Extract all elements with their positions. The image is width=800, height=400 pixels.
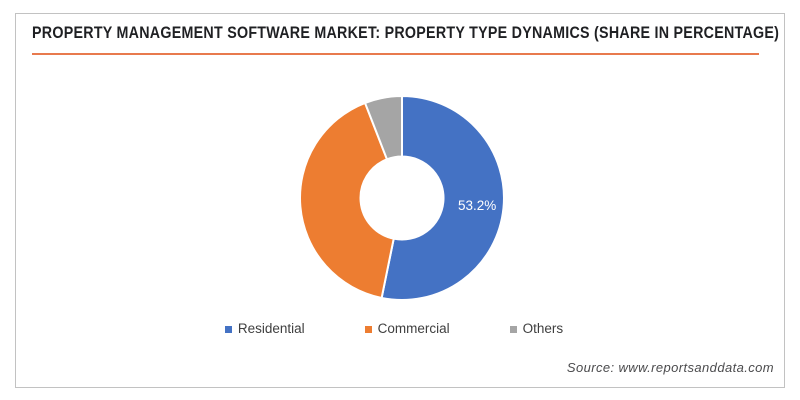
donut-slice-others (364, 95, 403, 161)
data-label-residential: 53.2% (458, 198, 496, 213)
legend-label-others: Others (522, 321, 564, 336)
donut-slice-residential (380, 95, 505, 301)
legend-label-commercial: Commercial (377, 321, 450, 336)
chart-title: PROPERTY MANAGEMENT SOFTWARE MARKET: PRO… (32, 23, 780, 42)
legend-swatch (224, 325, 232, 333)
legend-swatch (509, 325, 517, 333)
donut-slice-commercial (298, 101, 395, 299)
chart-frame: PROPERTY MANAGEMENT SOFTWARE MARKET: PRO… (15, 13, 785, 388)
donut-chart: 53.2% (298, 95, 505, 301)
legend-swatch (364, 325, 372, 333)
legend-label-residential: Residential (237, 321, 305, 336)
legend: Residential Commercial Others (10, 321, 778, 336)
legend-item-commercial: Commercial (364, 321, 450, 336)
legend-item-residential: Residential (224, 321, 305, 336)
source-text: Source: www.reportsanddata.com (566, 360, 774, 375)
legend-item-others: Others (509, 321, 564, 336)
title-underline (32, 53, 759, 55)
